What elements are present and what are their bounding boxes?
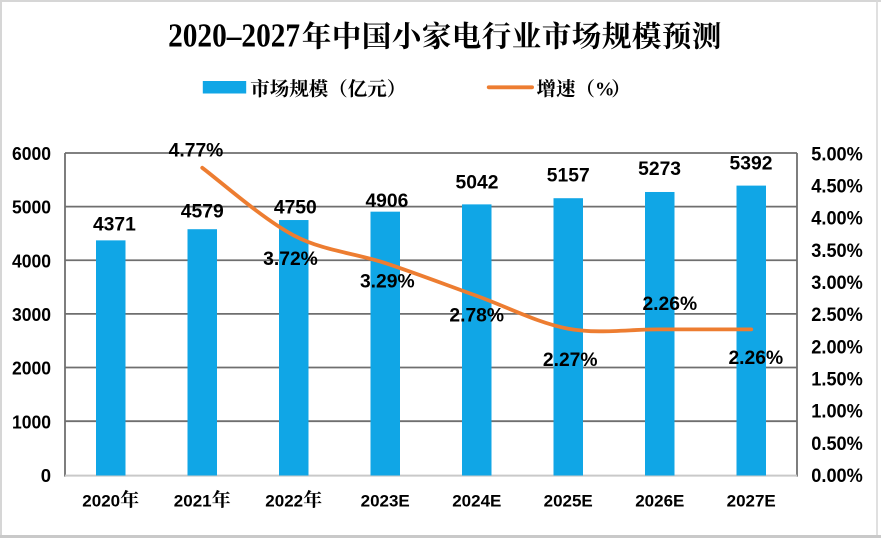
svg-text:1.50%: 1.50% bbox=[811, 370, 863, 391]
svg-text:5000: 5000 bbox=[12, 197, 51, 218]
svg-text:3.29%: 3.29% bbox=[360, 272, 415, 293]
svg-text:4371: 4371 bbox=[93, 215, 136, 236]
svg-text:4750: 4750 bbox=[274, 197, 317, 218]
svg-text:1000: 1000 bbox=[12, 411, 51, 432]
svg-text:2021: 2021 bbox=[174, 491, 212, 510]
svg-text:2000: 2000 bbox=[12, 358, 51, 379]
svg-text:2.78%: 2.78% bbox=[449, 306, 504, 327]
svg-text:2020: 2020 bbox=[82, 491, 120, 510]
svg-text:2.26%: 2.26% bbox=[642, 294, 697, 315]
svg-text:3.50%: 3.50% bbox=[811, 241, 863, 262]
svg-text:2.27%: 2.27% bbox=[543, 350, 598, 371]
svg-text:5273: 5273 bbox=[638, 159, 681, 180]
svg-text:5392: 5392 bbox=[730, 154, 773, 175]
svg-text:5042: 5042 bbox=[456, 173, 499, 194]
svg-text:2026E: 2026E bbox=[635, 491, 684, 510]
svg-text:4.00%: 4.00% bbox=[811, 209, 863, 230]
svg-text:0.50%: 0.50% bbox=[811, 434, 863, 455]
svg-text:2020–2027: 2020–2027 bbox=[168, 18, 300, 55]
svg-text:2027E: 2027E bbox=[727, 491, 776, 510]
svg-text:2025E: 2025E bbox=[544, 491, 593, 510]
svg-text:2.26%: 2.26% bbox=[728, 348, 783, 369]
svg-text:2.00%: 2.00% bbox=[811, 337, 863, 358]
svg-text:%: % bbox=[595, 80, 615, 101]
svg-text:4000: 4000 bbox=[12, 250, 51, 271]
svg-text:3000: 3000 bbox=[12, 304, 51, 325]
svg-text:4579: 4579 bbox=[181, 202, 224, 223]
svg-text:2022: 2022 bbox=[265, 491, 303, 510]
svg-text:6000: 6000 bbox=[12, 143, 51, 164]
svg-text:3.00%: 3.00% bbox=[811, 273, 863, 294]
svg-text:5157: 5157 bbox=[547, 165, 590, 186]
svg-text:0: 0 bbox=[41, 465, 51, 486]
svg-text:1.00%: 1.00% bbox=[811, 402, 863, 423]
svg-text:4.50%: 4.50% bbox=[811, 177, 863, 198]
svg-text:4.77%: 4.77% bbox=[169, 141, 224, 162]
svg-text:3.72%: 3.72% bbox=[263, 249, 318, 270]
svg-text:2.50%: 2.50% bbox=[811, 305, 863, 326]
svg-text:5.00%: 5.00% bbox=[811, 144, 863, 165]
svg-text:4906: 4906 bbox=[365, 191, 408, 212]
svg-text:2024E: 2024E bbox=[452, 491, 501, 510]
svg-text:0.00%: 0.00% bbox=[811, 466, 863, 487]
svg-text:2023E: 2023E bbox=[361, 491, 410, 510]
